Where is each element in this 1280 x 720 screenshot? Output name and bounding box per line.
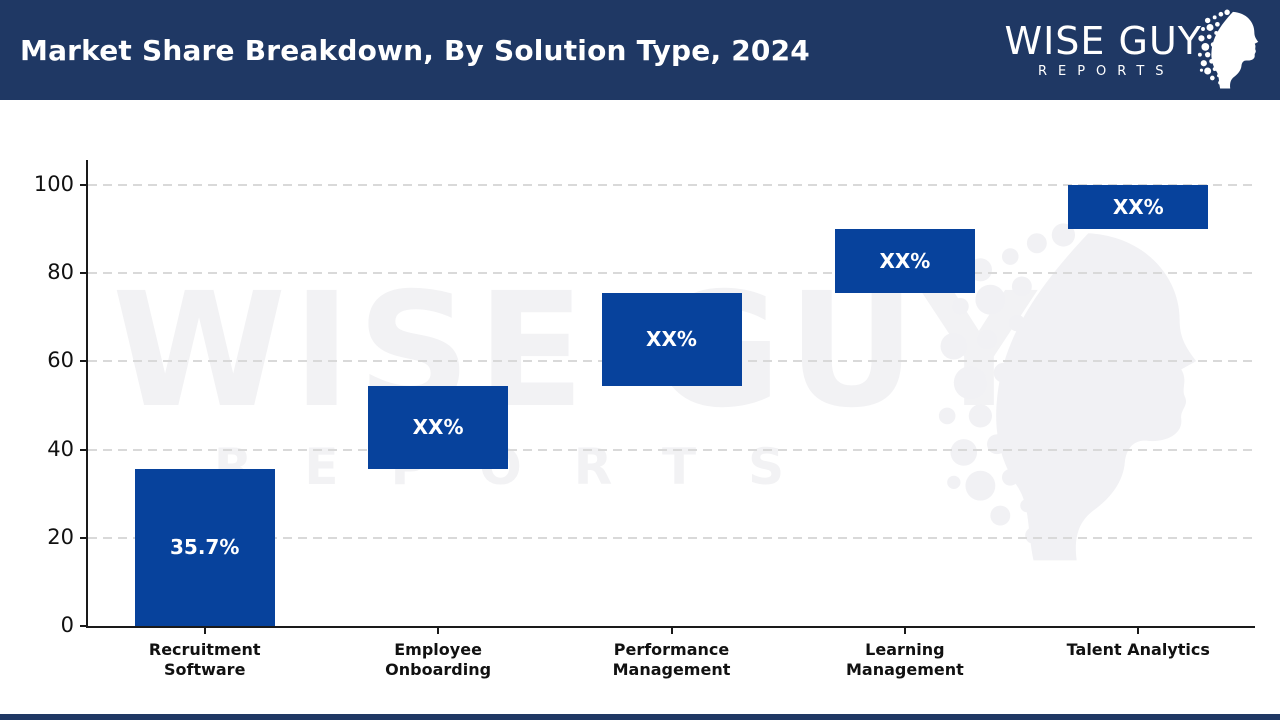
x-category-label-line: Recruitment: [148, 640, 261, 659]
y-tick-label-20: 20: [47, 524, 74, 549]
watermark-text: WISE GUY REPORTS: [112, 259, 1043, 492]
x-category-label-line: Employee: [394, 640, 482, 659]
gridline-40: [88, 448, 1255, 451]
y-tick-label-60: 60: [47, 348, 74, 373]
x-category-label-line: Management: [845, 660, 964, 679]
page-title: Market Share Breakdown, By Solution Type…: [20, 33, 810, 67]
chart-area: WISE GUY REPORTS 0 20 40 60 80 100 35.7% Recrui…: [0, 100, 1280, 715]
x-category-label-line: Software: [163, 660, 246, 679]
x-category-label-line: Learning: [865, 640, 945, 659]
x-tick-employee-onboarding: [437, 626, 440, 634]
x-tick-talent-analytics: [1137, 626, 1140, 634]
y-tick-20: [80, 536, 88, 539]
y-tick-0: [80, 625, 88, 627]
gridline-80: [88, 272, 1255, 275]
watermark-wise-guy: WISE GUY: [112, 259, 1043, 443]
bar-learning-management: XX%: [834, 229, 975, 294]
x-category-label-line: Talent Analytics: [1066, 640, 1210, 659]
bar-value-label-employee-onboarding: XX%: [412, 415, 464, 440]
x-category-label-performance-management: Performance Management: [555, 640, 788, 680]
bar-value-label-learning-management: XX%: [879, 249, 931, 274]
x-tick-learning-management: [903, 626, 906, 634]
y-tick-label-80: 80: [47, 260, 74, 285]
bar-talent-analytics: XX%: [1068, 185, 1209, 230]
x-category-label-employee-onboarding: Employee Onboarding: [321, 640, 554, 680]
y-tick-label-100: 100: [33, 172, 74, 196]
gridline-100: [88, 184, 1255, 186]
x-tick-recruitment-software: [203, 626, 206, 634]
header: Market Share Breakdown, By Solution Type…: [0, 0, 1280, 100]
x-category-label-recruitment-software: Recruitment Software: [88, 640, 321, 680]
wise-guy-reports-logo: WISE GUY REPORTS: [1005, 8, 1266, 92]
footer-bar: [0, 714, 1280, 720]
bar-value-label-recruitment-software: 35.7%: [169, 535, 240, 560]
y-tick-label-0: 0: [60, 613, 74, 637]
y-tick-label-40: 40: [47, 436, 74, 461]
logo-title: WISE GUY: [1004, 18, 1202, 63]
bar-recruitment-software: 35.7%: [134, 468, 275, 626]
y-tick-40: [80, 448, 88, 451]
bar-performance-management: XX%: [601, 293, 742, 386]
gridline-20: [88, 536, 1255, 539]
x-category-label-line: Management: [612, 660, 731, 679]
x-category-label-talent-analytics: Talent Analytics: [1022, 640, 1255, 660]
bar-value-label-talent-analytics: XX%: [1112, 195, 1164, 220]
bar-employee-onboarding: XX%: [368, 385, 509, 469]
y-tick-80: [80, 272, 88, 275]
logo-text: WISE GUY REPORTS: [1005, 22, 1202, 79]
x-category-label-learning-management: Learning Management: [788, 640, 1021, 680]
x-category-label-line: Onboarding: [385, 660, 492, 679]
y-tick-60: [80, 360, 88, 363]
y-tick-100: [80, 184, 88, 186]
bar-value-label-performance-management: XX%: [646, 327, 697, 352]
logo-subtitle: REPORTS: [1037, 63, 1175, 79]
x-tick-performance-management: [670, 626, 673, 634]
logo-head-icon: [1197, 9, 1259, 89]
x-category-label-line: Performance: [613, 640, 730, 659]
y-axis-line: [86, 160, 88, 628]
